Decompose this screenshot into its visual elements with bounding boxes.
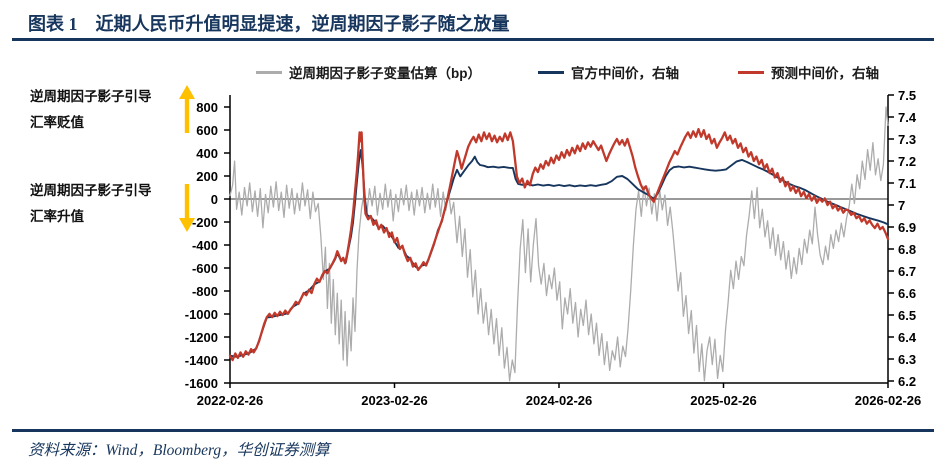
- chart-legend: 逆周期因子影子变量估算（bp） 官方中间价，右轴 预测中间价，右轴: [0, 62, 946, 82]
- axis-tick-label: 200: [196, 169, 218, 184]
- axis-tick-label: -1200: [185, 330, 218, 345]
- legend-line-swatch-navy: [538, 70, 564, 74]
- legend-item-shadow-estimate: 逆周期因子影子变量估算（bp）: [256, 62, 481, 82]
- legend-label: 预测中间价，右轴: [771, 66, 879, 81]
- axis-tick-label: 0: [211, 192, 218, 207]
- axis-tick-label: 7.5: [898, 88, 916, 103]
- axis-tick-label: 800: [196, 100, 218, 115]
- down-arrow-icon: [179, 184, 195, 232]
- axis-tick-label: 6.3: [898, 352, 916, 367]
- axis-tick-label: -800: [192, 284, 218, 299]
- annotation-line: 逆周期因子影子引导: [30, 183, 152, 198]
- figure-label: 图表 1: [28, 14, 78, 34]
- series-line-left: [229, 106, 889, 382]
- axis-tick-label: 6.2: [898, 374, 916, 389]
- axis-tick-label: 6.6: [898, 286, 916, 301]
- legend-item-predicted-fix: 预测中间价，右轴: [738, 62, 879, 82]
- axis-tick-label: 6.5: [898, 308, 916, 323]
- axis-tick-label: -600: [192, 261, 218, 276]
- axis-tick-label: 2022-02-26: [197, 393, 264, 408]
- axis-tick-label: 400: [196, 146, 218, 161]
- annotation-line: 逆周期因子影子引导: [30, 89, 152, 104]
- legend-item-official-fix: 官方中间价，右轴: [538, 62, 679, 82]
- axis-tick-label: 6.9: [898, 220, 916, 235]
- axis-tick-label: -200: [192, 215, 218, 230]
- axis-tick-label: -1400: [185, 353, 218, 368]
- axis-tick-label: 2025-02-26: [690, 393, 757, 408]
- source-divider: [12, 429, 934, 432]
- axis-tick-label: 2023-02-26: [361, 393, 428, 408]
- axis-tick-label: 6.4: [898, 330, 917, 345]
- axis-tick-label: -400: [192, 238, 218, 253]
- axis-tick-label: -1000: [185, 307, 218, 322]
- axis-tick-label: 7: [898, 198, 905, 213]
- up-arrow-icon: [179, 85, 195, 133]
- legend-line-swatch-red: [738, 70, 764, 74]
- legend-line-swatch-gray: [256, 70, 282, 74]
- axis-tick-label: 7.3: [898, 132, 916, 147]
- annotation-appreciation: 逆周期因子影子引导 汇率升值: [30, 178, 190, 230]
- axis-tick-label: 7.1: [898, 176, 916, 191]
- legend-label: 逆周期因子影子变量估算（bp）: [289, 66, 481, 81]
- axis-tick-label: -1600: [185, 376, 218, 391]
- axis-tick-label: 2026-02-26: [855, 393, 922, 408]
- axis-tick-label: 6.7: [898, 264, 916, 279]
- title-divider: [12, 38, 934, 41]
- annotation-line: 汇率贬值: [30, 115, 84, 130]
- axis-tick-label: 600: [196, 123, 218, 138]
- axis-tick-label: 2024-02-26: [526, 393, 593, 408]
- annotation-depreciation: 逆周期因子影子引导 汇率贬值: [30, 84, 190, 136]
- source-note: 资料来源：Wind，Bloomberg，华创证券测算: [28, 442, 330, 459]
- annotation-line: 汇率升值: [30, 209, 84, 224]
- page-title: 图表 1 近期人民币升值明显提速，逆周期因子影子随之放量: [28, 10, 510, 36]
- figure-title: 近期人民币升值明显提速，逆周期因子影子随之放量: [95, 14, 510, 34]
- axis-tick-label: 6.8: [898, 242, 916, 257]
- legend-label: 官方中间价，右轴: [571, 66, 679, 81]
- axis-tick-label: 7.2: [898, 154, 916, 169]
- axis-tick-label: 7.4: [898, 110, 917, 125]
- series-line-right: [228, 127, 890, 362]
